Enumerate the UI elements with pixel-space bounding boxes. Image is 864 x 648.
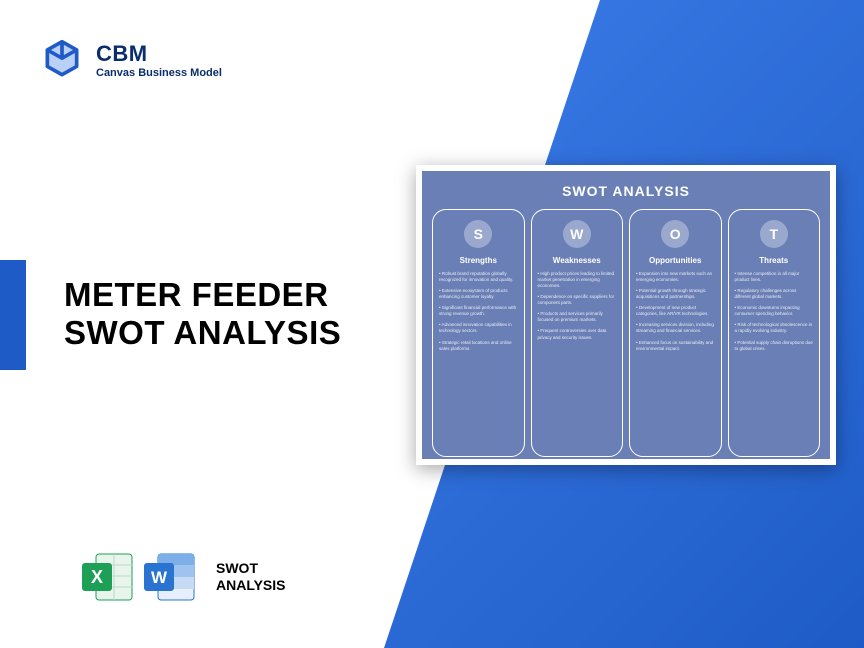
swot-heading: Weaknesses	[553, 256, 601, 265]
logo-subtitle: Canvas Business Model	[96, 67, 222, 79]
swot-item: • Regulatory challenges across different…	[735, 288, 814, 300]
swot-heading: Threats	[759, 256, 788, 265]
swot-item: • Strategic retail locations and online …	[439, 340, 518, 352]
swot-item: • Potential growth through strategic acq…	[636, 288, 715, 300]
svg-text:X: X	[91, 567, 103, 587]
logo-title: CBM	[96, 41, 222, 67]
swot-grid: S Strengths • Robust brand reputation glob…	[432, 209, 820, 457]
file-icons-row: X W SWOT ANALYSIS	[78, 548, 286, 606]
svg-text:W: W	[151, 568, 168, 587]
swot-item: • Frequent controversies over data priva…	[538, 328, 617, 340]
logo: CBM Canvas Business Model	[40, 38, 222, 82]
swot-heading: Strengths	[460, 256, 497, 265]
title-line-1: METER FEEDER	[64, 276, 341, 314]
swot-column-s: S Strengths • Robust brand reputation glob…	[432, 209, 525, 457]
file-label-line-2: ANALYSIS	[216, 577, 286, 594]
swot-items: • Robust brand reputation globally recog…	[439, 271, 518, 357]
swot-column-o: O Opportunities • Expansion into new marke…	[629, 209, 722, 457]
swot-item: • Risk of technological obsolescence in …	[735, 322, 814, 334]
swot-item: • Significant financial performance with…	[439, 305, 518, 317]
swot-item: • Expansion into new markets such as eme…	[636, 271, 715, 283]
swot-item: • Robust brand reputation globally recog…	[439, 271, 518, 283]
word-icon: W	[140, 548, 198, 606]
swot-column-w: W Weaknesses • High product prices leading…	[531, 209, 624, 457]
swot-letter-o: O	[661, 220, 689, 248]
swot-item: • Economic downturns impacting consumer …	[735, 305, 814, 317]
swot-item: • Products and services primarily focuse…	[538, 311, 617, 323]
swot-item: • Intense competition in all major produ…	[735, 271, 814, 283]
swot-item: • Development of new product categories,…	[636, 305, 715, 317]
swot-item: • Potential supply chain disruptions due…	[735, 340, 814, 352]
swot-item: • Enhanced focus on sustainability and e…	[636, 340, 715, 352]
swot-items: • Intense competition in all major produ…	[735, 271, 814, 357]
cbm-logo-icon	[40, 38, 84, 82]
title-line-2: SWOT ANALYSIS	[64, 314, 341, 352]
accent-bar	[0, 260, 26, 370]
swot-letter-t: T	[760, 220, 788, 248]
swot-item: • Increasing services division, includin…	[636, 322, 715, 334]
swot-column-t: T Threats • Intense competition in all maj…	[728, 209, 821, 457]
swot-card: SWOT ANALYSIS S Strengths • Robust brand r…	[416, 165, 836, 465]
swot-items: • Expansion into new markets such as eme…	[636, 271, 715, 357]
swot-heading: Opportunities	[649, 256, 701, 265]
swot-item: • Advanced innovation capabilities in te…	[439, 322, 518, 334]
swot-items: • High product prices leading to limited…	[538, 271, 617, 346]
file-label-line-1: SWOT	[216, 560, 286, 577]
swot-letter-w: W	[563, 220, 591, 248]
swot-item: • Extensive ecosystem of products enhanc…	[439, 288, 518, 300]
page-title: METER FEEDER SWOT ANALYSIS	[64, 276, 341, 352]
swot-card-title: SWOT ANALYSIS	[432, 183, 820, 199]
swot-item: • High product prices leading to limited…	[538, 271, 617, 289]
swot-letter-s: S	[464, 220, 492, 248]
file-label: SWOT ANALYSIS	[216, 560, 286, 594]
excel-icon: X	[78, 548, 136, 606]
swot-item: • Dependence on specific suppliers for c…	[538, 294, 617, 306]
